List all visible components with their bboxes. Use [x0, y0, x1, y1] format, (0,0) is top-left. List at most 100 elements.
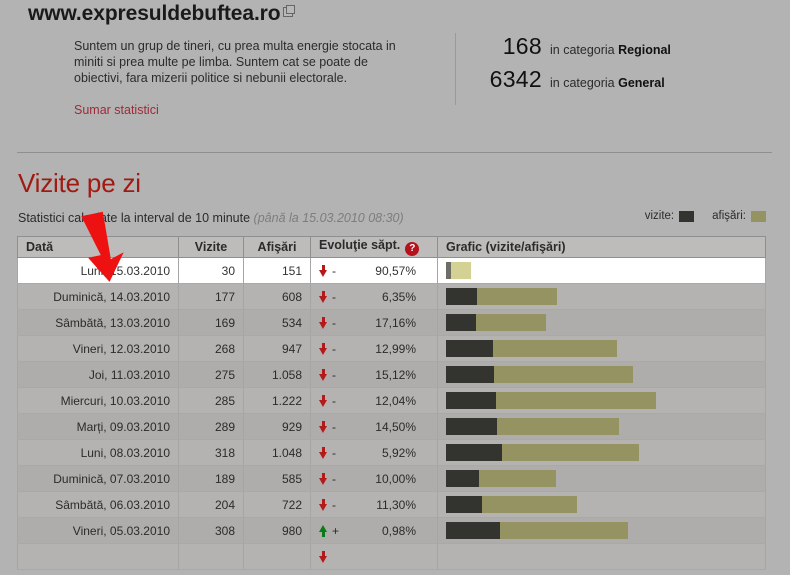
legend-visits-swatch [679, 210, 695, 222]
evolution-percent: 14,50% [375, 419, 416, 434]
cell-date: Sâmbătă, 13.03.2010 [17, 309, 179, 336]
bar-group [446, 366, 757, 383]
bar-group [446, 470, 757, 487]
arrow-down-icon [319, 264, 328, 277]
subtitle-timestamp: (până la 15.03.2010 08:30) [253, 211, 404, 225]
cell-views: 1.058 [243, 361, 311, 388]
bar-group [446, 288, 757, 305]
evolution-wrapper: - 10,00% [319, 472, 429, 486]
cell-date: Luni, 15.03.2010 [17, 257, 179, 284]
table-row[interactable]: Vineri, 12.03.2010 268 947 - 12,99% [17, 335, 766, 362]
table-row[interactable]: Joi, 11.03.2010 275 1.058 - 15,12% [17, 361, 766, 388]
cell-views: 1.048 [243, 439, 311, 466]
evolution-wrapper: - 14,50% [319, 420, 429, 434]
evolution-wrapper: +0,98% [319, 524, 429, 538]
cell-graph [437, 439, 766, 466]
evolution-sign: - [332, 393, 336, 408]
arrow-down-icon [319, 368, 328, 381]
bar-views [496, 392, 656, 409]
cell-views: 929 [243, 413, 311, 440]
evolution-wrapper: - 17,16% [319, 316, 429, 330]
cell-visits: 268 [178, 335, 244, 362]
legend-views-label: afişări: [712, 210, 746, 222]
table-row[interactable]: Duminică, 14.03.2010 177 608 - 6,35% [17, 283, 766, 310]
cell-views: 980 [243, 517, 311, 544]
cell-date: Vineri, 12.03.2010 [17, 335, 179, 362]
cell-evolution: +0,98% [310, 517, 438, 544]
column-header-views[interactable]: Afişări [243, 236, 311, 258]
evolution-sign: + [332, 523, 340, 538]
cell-evolution: - 5,92% [310, 439, 438, 466]
cell-graph [437, 361, 766, 388]
cell-date: Vineri, 05.03.2010 [17, 517, 179, 544]
column-header-graph: Grafic (vizite/afişări) [437, 236, 766, 258]
cell-visits: 204 [178, 491, 244, 518]
rank-row-regional: 168 in categoria Regional [464, 33, 775, 60]
rank-row-general: 6342 in categoria General [464, 66, 775, 93]
evolution-percent: 6,35% [381, 289, 416, 304]
rank-label-general: in categoria General [550, 76, 665, 90]
bar-group [446, 262, 757, 279]
evolution-percent: 90,57% [375, 263, 416, 278]
bar-visits [446, 366, 494, 383]
evolution-percent: 10,00% [375, 471, 416, 486]
table-row[interactable]: Luni, 15.03.2010 30 151 - 90,57% [17, 257, 766, 284]
column-header-visits[interactable]: Vizite [178, 236, 244, 258]
cell-graph [437, 413, 766, 440]
subtitle-main: Statistici calculate la interval de 10 m… [18, 211, 254, 225]
evolution-wrapper: - 12,04% [319, 394, 429, 408]
table-row[interactable]: Sâmbătă, 06.03.2010 204 722 - 11,30% [17, 491, 766, 518]
bar-visits [446, 314, 476, 331]
table-row[interactable]: Miercuri, 10.03.2010 285 1.222 - 12,04% [17, 387, 766, 414]
help-icon[interactable]: ? [405, 242, 420, 256]
bar-visits [446, 522, 500, 539]
bar-visits [446, 262, 451, 279]
evolution-wrapper [319, 550, 429, 563]
bar-group [446, 444, 757, 461]
cell-evolution: - 11,30% [310, 491, 438, 518]
cell-graph [437, 517, 766, 544]
cell-evolution: - 12,04% [310, 387, 438, 414]
cell-graph [437, 283, 766, 310]
evolution-wrapper: - 12,99% [319, 342, 429, 356]
arrow-down-icon [319, 550, 328, 563]
bar-group [446, 418, 757, 435]
table-row[interactable] [17, 543, 766, 570]
bar-views [494, 366, 633, 383]
cell-visits: 285 [178, 387, 244, 414]
evolution-wrapper: - 5,92% [319, 446, 429, 460]
evolution-percent: 17,16% [375, 315, 416, 330]
cell-graph [437, 491, 766, 518]
bar-views [476, 314, 546, 331]
evolution-sign: - [332, 367, 336, 382]
bar-views [493, 340, 617, 357]
cell-views: 1.222 [243, 387, 311, 414]
rank-number-general: 6342 [489, 66, 542, 92]
rank-category-regional: Regional [618, 43, 671, 57]
cell-date [17, 543, 179, 570]
column-header-evolution-label: Evoluţie săpt. [319, 238, 401, 252]
evolution-wrapper: - 6,35% [319, 290, 429, 304]
bar-views [497, 418, 619, 435]
bar-group [446, 496, 757, 513]
table-row[interactable]: Luni, 08.03.2010 318 1.048 - 5,92% [17, 439, 766, 466]
table-row[interactable]: Sâmbătă, 13.03.2010 169 534 - 17,16% [17, 309, 766, 336]
summary-statistics-link[interactable]: Sumar statistici [74, 103, 159, 117]
external-link-icon[interactable] [283, 5, 296, 17]
evolution-sign: - [332, 497, 336, 512]
site-header: www.expresuldebuftea.ro Suntem un grup d… [0, 0, 790, 128]
column-header-date[interactable]: Dată [17, 236, 179, 258]
cell-date: Miercuri, 10.03.2010 [17, 387, 179, 414]
table-row[interactable]: Marți, 09.03.2010 289 929 - 14,50% [17, 413, 766, 440]
column-header-evolution[interactable]: Evoluţie săpt.? [310, 236, 438, 258]
table-row[interactable]: Vineri, 05.03.2010 308 980 +0,98% [17, 517, 766, 544]
evolution-percent: 0,98% [381, 523, 416, 538]
table-row[interactable]: Duminică, 07.03.2010 189 585 - 10,00% [17, 465, 766, 492]
table-header-row: Dată Vizite Afişări Evoluţie săpt.? Graf… [17, 236, 766, 258]
bar-views [500, 522, 628, 539]
evolution-wrapper: - 15,12% [319, 368, 429, 382]
page-title: Vizite pe zi [18, 168, 141, 198]
bar-visits [446, 418, 497, 435]
cell-evolution: - 12,99% [310, 335, 438, 362]
bar-visits [446, 444, 502, 461]
